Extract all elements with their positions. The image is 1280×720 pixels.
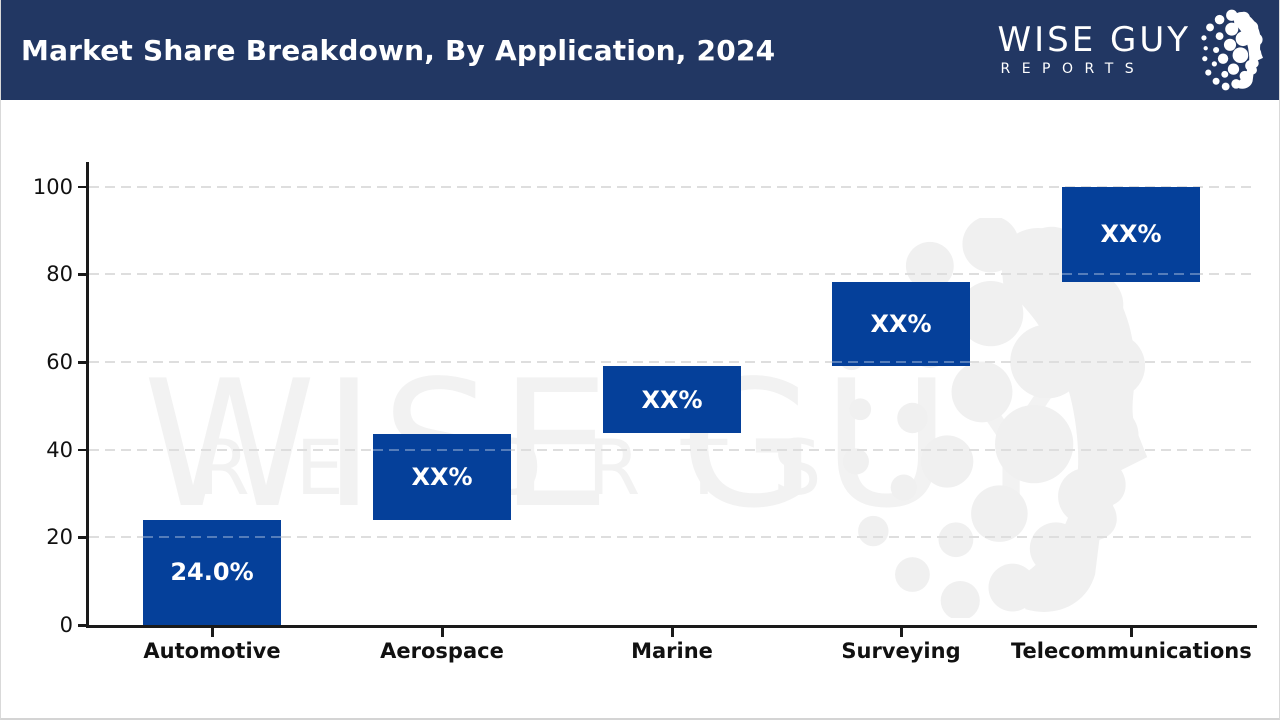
x-axis-line xyxy=(86,625,1257,628)
x-tick-mark xyxy=(211,628,214,637)
y-tick-label: 20 xyxy=(46,525,73,550)
y-axis-line xyxy=(86,162,89,628)
category-label: Surveying xyxy=(841,639,961,663)
gridline xyxy=(89,361,1257,364)
gridline xyxy=(89,185,1257,188)
y-tick-label: 60 xyxy=(46,350,73,375)
category-label: Telecommunications xyxy=(1011,639,1252,663)
x-tick-mark xyxy=(1130,628,1133,637)
x-tick-mark xyxy=(441,628,444,637)
bar: XX% xyxy=(373,433,511,520)
y-tick-label: 40 xyxy=(46,437,73,462)
bar-value-label: 24.0% xyxy=(170,558,254,587)
y-tick-mark xyxy=(78,185,87,189)
chart-area: WISE GUY REPORTS 24.0% XX% XX% XX% XX% 0 20 40 6… xyxy=(1,100,1279,718)
category-label: Marine xyxy=(631,639,713,663)
y-tick-mark xyxy=(78,536,87,539)
x-tick-mark xyxy=(671,628,674,637)
bar-value-label: XX% xyxy=(870,309,932,338)
logo-subtext: REPORTS xyxy=(1000,60,1146,77)
bar-value-label: XX% xyxy=(641,385,703,414)
y-tick-label: 0 xyxy=(59,613,73,637)
bar: XX% xyxy=(832,281,970,366)
gridline-over-bar xyxy=(832,361,970,364)
y-tick-mark xyxy=(78,273,87,276)
brand-logo: WISE GUY REPORTS xyxy=(997,9,1263,91)
gridline-over-bar xyxy=(373,448,511,451)
gridline xyxy=(89,536,1257,539)
gridline-over-bar xyxy=(143,536,281,539)
bar-value-label: XX% xyxy=(411,462,473,491)
dotted-head-logo-icon xyxy=(1197,9,1263,91)
y-tick-label: 80 xyxy=(46,262,73,287)
watermark-subtext: REPORTS xyxy=(197,423,868,512)
y-tick-mark xyxy=(78,624,87,627)
gridline xyxy=(89,448,1257,451)
page-title: Market Share Breakdown, By Application, … xyxy=(21,33,776,67)
category-label: Automotive xyxy=(143,639,281,663)
bar: XX% xyxy=(603,366,741,434)
brand-logo-text: WISE GUY REPORTS xyxy=(997,20,1191,77)
gridline xyxy=(89,273,1257,276)
y-tick-mark xyxy=(78,448,87,452)
gridline-over-bar xyxy=(1062,273,1200,276)
y-tick-label: 100 xyxy=(32,174,73,199)
header-bar: Market Share Breakdown, By Application, … xyxy=(1,0,1279,100)
y-tick-mark xyxy=(78,361,87,364)
bar-value-label: XX% xyxy=(1100,220,1162,249)
x-tick-mark xyxy=(900,628,903,637)
category-label: Aerospace xyxy=(380,639,504,663)
bar: 24.0% xyxy=(143,519,281,625)
bar: XX% xyxy=(1062,186,1200,282)
logo-wordmark: WISE GUY xyxy=(997,20,1191,61)
